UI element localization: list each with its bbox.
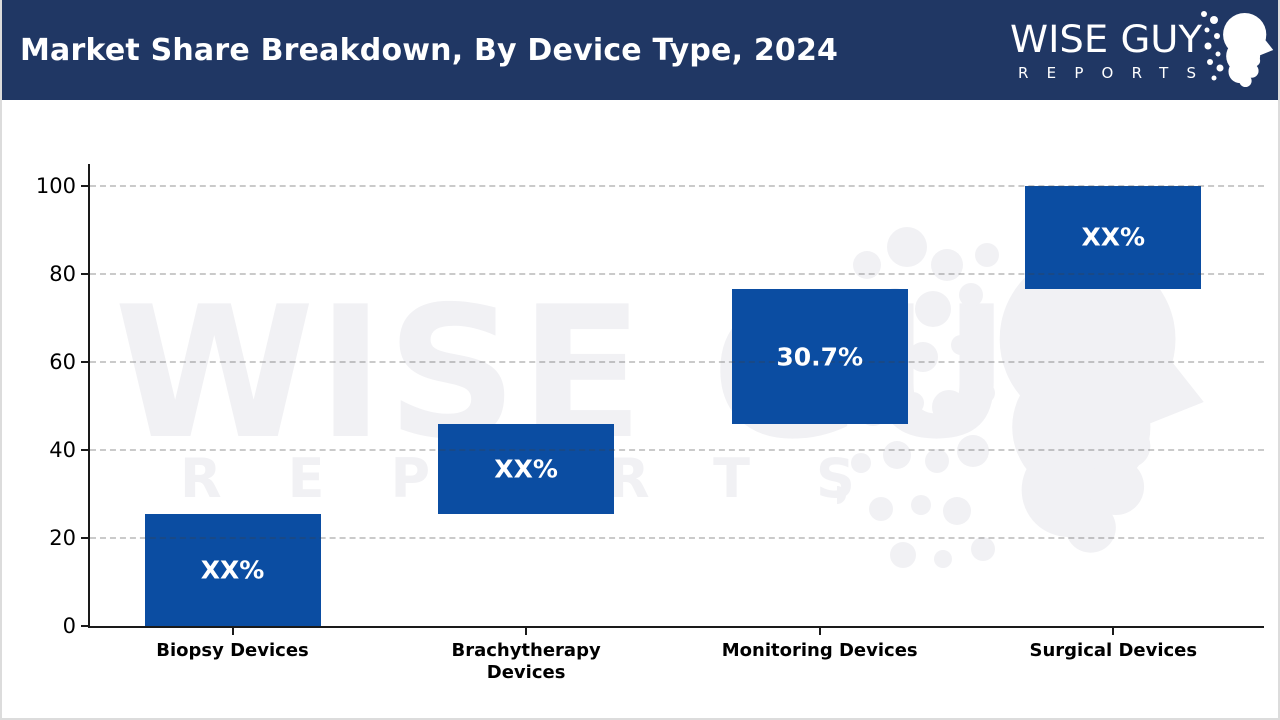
x-axis-category-label: Biopsy Devices xyxy=(103,640,363,662)
x-tick xyxy=(1112,627,1115,635)
logo-wordmark: WISE GUY xyxy=(1010,18,1202,61)
y-tick xyxy=(81,537,88,539)
bar-value-label: XX% xyxy=(1081,222,1146,252)
header-bar: Market Share Breakdown, By Device Type, … xyxy=(2,0,1278,100)
x-tick xyxy=(818,627,821,635)
x-axis-category-line: Brachytherapy xyxy=(451,640,601,661)
x-axis-category-label: Brachytherapy Devices xyxy=(396,640,656,684)
bar-value-label: XX% xyxy=(494,454,558,484)
wise-guy-logo: WISE GUY REPORTS xyxy=(1010,11,1274,88)
page-title: Market Share Breakdown, By Device Type, … xyxy=(20,32,839,68)
grid-line-60 xyxy=(90,361,1264,363)
y-tick xyxy=(81,361,88,363)
x-tick xyxy=(525,627,528,635)
y-tick-label: 0 xyxy=(62,614,76,638)
logo-dots xyxy=(1201,11,1224,81)
x-axis-category-label: Monitoring Devices xyxy=(690,640,950,662)
logo-face-icon xyxy=(1223,12,1274,88)
grid-line-80 xyxy=(90,273,1264,275)
x-tick xyxy=(231,627,234,635)
x-axis-category-line: Devices xyxy=(486,662,566,683)
y-tick xyxy=(81,625,88,627)
y-tick xyxy=(81,185,88,187)
grid-line-20 xyxy=(90,537,1264,539)
y-tick-label: 40 xyxy=(49,438,76,462)
bar-value-label: 30.7% xyxy=(776,342,864,371)
y-tick-label: 20 xyxy=(49,526,76,550)
y-tick xyxy=(81,449,88,451)
x-axis-category-line: Monitoring Devices xyxy=(721,640,918,661)
y-tick-label: 80 xyxy=(49,262,76,286)
x-axis-spine xyxy=(88,626,1264,628)
bar-biopsy-devices xyxy=(144,513,321,626)
x-axis-category-line: Surgical Devices xyxy=(1029,640,1198,661)
bar-value-label: XX% xyxy=(200,555,265,585)
grid-line-100 xyxy=(90,185,1264,187)
y-axis-spine xyxy=(88,164,90,628)
bar-brachytherapy-devices xyxy=(438,424,615,514)
x-axis-category-label: Surgical Devices xyxy=(983,640,1243,662)
logo-subtitle: REPORTS xyxy=(1018,64,1196,82)
y-tick xyxy=(81,273,88,275)
y-tick-label: 100 xyxy=(35,174,76,198)
y-tick-label: 60 xyxy=(49,350,76,374)
grid-line-40 xyxy=(90,449,1264,451)
x-axis-category-line: Biopsy Devices xyxy=(156,640,309,661)
